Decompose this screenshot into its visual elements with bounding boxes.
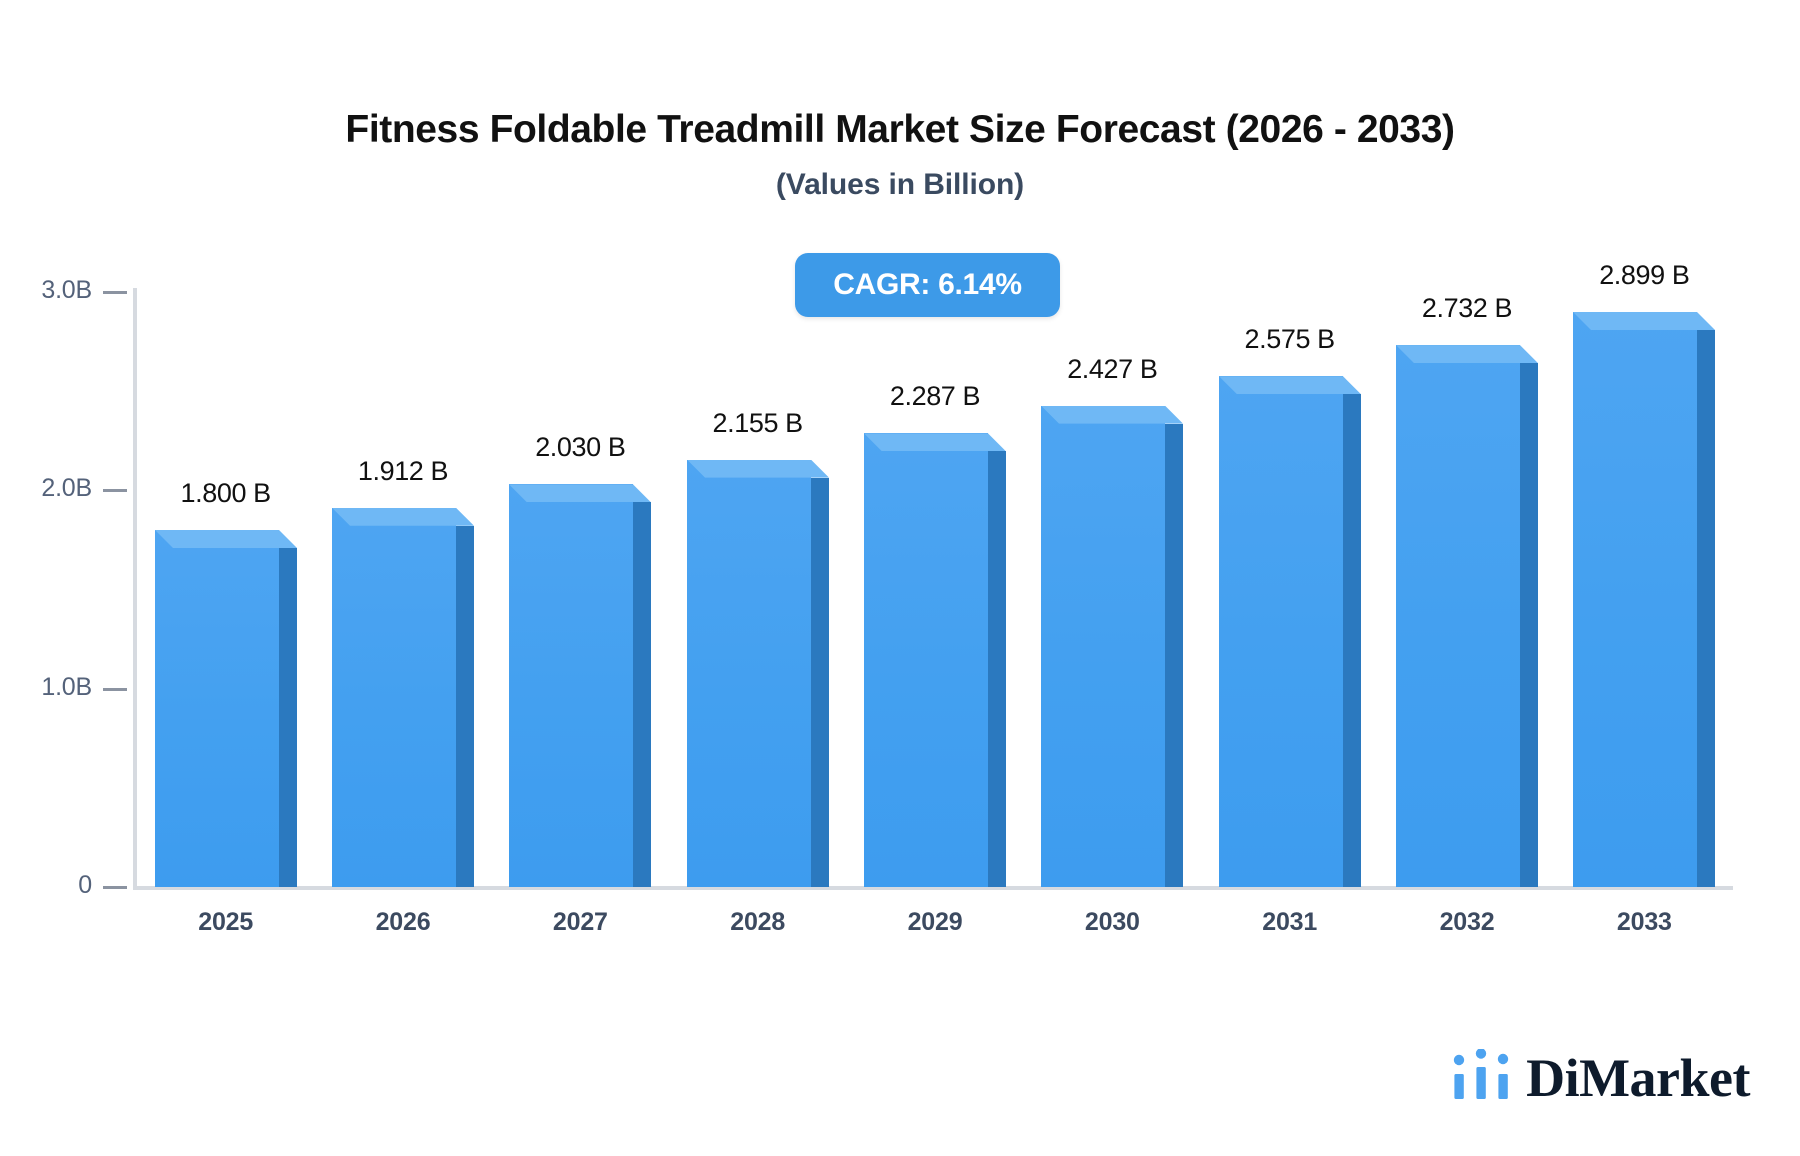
bar-front-face: [1573, 312, 1697, 887]
y-axis-label: 0: [78, 871, 92, 899]
bar-side-face: [1343, 394, 1361, 887]
x-axis-label-2028: 2028: [730, 908, 786, 936]
x-axis-label-2027: 2027: [552, 908, 608, 936]
bar-front-face: [509, 484, 633, 887]
chart-title: Fitness Foldable Treadmill Market Size F…: [345, 108, 1455, 151]
bar-top-face: [687, 459, 829, 478]
bar-top-face: [1041, 405, 1183, 424]
bar-front-face: [1396, 345, 1520, 887]
bar-value-label: 1.912 B: [357, 455, 449, 486]
bar-2032[interactable]: [1396, 345, 1538, 887]
x-axis-label-2026: 2026: [375, 908, 431, 936]
y-axis-tick: [103, 489, 127, 493]
chart-subtitle: (Values in Billion): [775, 168, 1025, 201]
bar-side-face: [279, 548, 297, 887]
x-axis-label-2032: 2032: [1439, 908, 1495, 936]
bar-top-face: [1219, 376, 1361, 395]
x-axis-label-2033: 2033: [1616, 908, 1672, 936]
y-axis-line: [133, 288, 137, 889]
bar-side-face: [1165, 423, 1183, 887]
logo-text: DiMarket: [1526, 1047, 1750, 1108]
bar-side-face: [456, 525, 474, 887]
y-axis-tick: [103, 886, 127, 889]
bar-front-face: [864, 433, 988, 887]
bar-chart-icon: [1452, 1048, 1512, 1106]
y-axis-label: 1.0B: [41, 672, 92, 701]
bar-front-face: [332, 507, 456, 887]
bar-2031[interactable]: [1219, 376, 1361, 887]
bar-front-face: [1041, 405, 1165, 887]
bar-value-label: 2.155 B: [712, 407, 804, 438]
cagr-badge: CAGR: 6.14%: [795, 253, 1060, 317]
bar-side-face: [988, 451, 1006, 887]
x-axis-label-2029: 2029: [907, 908, 963, 936]
cagr-badge-label: CAGR: 6.14%: [833, 268, 1022, 301]
bar-value-label: 2.899 B: [1599, 260, 1690, 291]
bar-value-label: 2.287 B: [889, 381, 981, 412]
bar-front-face: [687, 459, 811, 887]
bar-side-face: [811, 477, 829, 887]
bar-top-face: [1573, 312, 1715, 331]
bar-front-face: [1219, 376, 1343, 887]
bar-top-face: [864, 433, 1006, 452]
bar-2030[interactable]: [1041, 405, 1183, 887]
brand-logo: DiMarket: [1452, 1047, 1750, 1108]
bar-top-face: [509, 484, 651, 503]
bar-top-face: [155, 530, 297, 548]
bar-front-face: [155, 530, 279, 887]
bar-2026[interactable]: [332, 507, 474, 887]
bar-top-face: [332, 507, 474, 526]
bar-side-face: [1520, 363, 1538, 887]
bar-side-face: [633, 502, 651, 887]
x-axis-label-2030: 2030: [1084, 908, 1140, 936]
bar-value-label: 1.800 B: [180, 478, 272, 508]
bar-2029[interactable]: [864, 433, 1006, 887]
bar-2028[interactable]: [687, 459, 829, 887]
bar-value-label: 2.030 B: [535, 432, 626, 463]
bar-2025[interactable]: [155, 530, 297, 887]
bar-top-face: [1396, 345, 1538, 364]
bar-side-face: [1697, 330, 1715, 887]
y-axis-tick: [103, 687, 127, 691]
bar-2027[interactable]: [509, 484, 651, 887]
x-axis-line: [133, 886, 1733, 890]
bar-value-label: 2.427 B: [1067, 353, 1158, 384]
y-axis-label: 3.0B: [41, 276, 92, 304]
x-axis-label-2031: 2031: [1262, 908, 1318, 936]
bar-2033[interactable]: [1573, 312, 1715, 887]
y-axis-tick: [103, 291, 127, 294]
x-axis-label-2025: 2025: [198, 908, 254, 936]
bar-value-label: 2.575 B: [1244, 324, 1336, 355]
bar-value-label: 2.732 B: [1421, 293, 1513, 324]
y-axis-label: 2.0B: [41, 474, 92, 503]
